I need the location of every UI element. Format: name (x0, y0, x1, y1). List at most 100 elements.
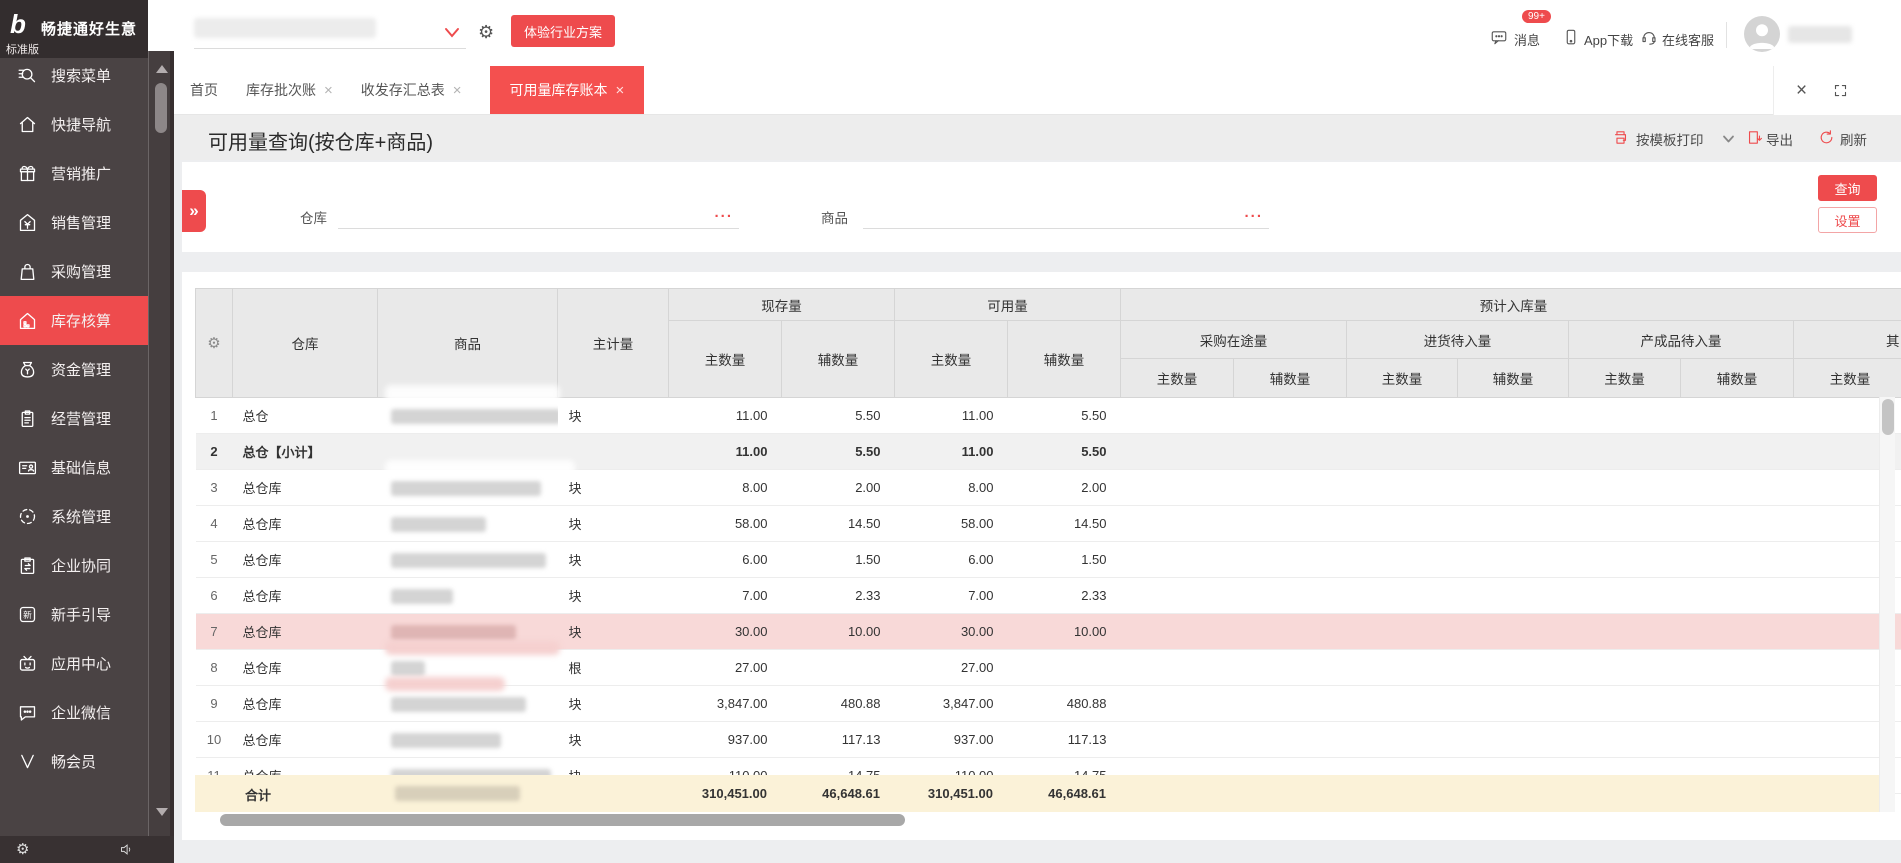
logo-block: b 畅捷通好生意 标准版 (0, 0, 148, 58)
tab-收发存汇总表[interactable]: 收发存汇总表 × (361, 66, 462, 114)
group-expected-in: 预计入库量 (1119, 288, 1901, 321)
tab-label: 首页 (190, 82, 218, 98)
tab-close-icon[interactable]: × (615, 81, 625, 99)
vertical-scrollbar-thumb[interactable] (1882, 399, 1894, 435)
tab-bar: 首页 库存批次账 × 收发存汇总表 × 可用量库存账本 × × (174, 66, 1901, 115)
gear-icon[interactable]: ⚙ (478, 22, 495, 42)
export-icon[interactable] (1746, 129, 1763, 146)
tab-label: 库存批次账 (246, 82, 316, 98)
sidebar-item-search[interactable]: 搜索菜单 (0, 51, 148, 100)
settings-gear-icon[interactable]: ⚙ (16, 841, 30, 858)
sidebar-item-wechat[interactable]: 企业微信 (0, 688, 148, 737)
sidebar-scrollbar-thumb[interactable] (155, 83, 167, 133)
headset-icon[interactable] (1640, 28, 1658, 46)
sidebar-item-purchase[interactable]: 采购管理 (0, 247, 148, 296)
qty-cell: 937.00 (894, 721, 1008, 758)
newbie-icon: 新 (17, 604, 38, 625)
tab-close-icon[interactable]: × (452, 81, 462, 99)
row-index: 8 (195, 649, 233, 686)
sidebar-item-sales[interactable]: 销售管理 (0, 198, 148, 247)
sidebar-item-newbie[interactable]: 新 新手引导 (0, 590, 148, 639)
export-button[interactable]: 导出 (1766, 133, 1793, 148)
redacted-text (390, 624, 516, 640)
scroll-up-icon[interactable] (156, 65, 168, 73)
sidebar-item-operation[interactable]: 经营管理 (0, 394, 148, 443)
redacted-text (390, 588, 453, 604)
table-row[interactable]: 8 总仓库根 27.00 27.00 (195, 649, 1901, 686)
scroll-down-icon[interactable] (156, 808, 168, 816)
chevron-down-icon[interactable] (444, 26, 460, 40)
printer-icon[interactable] (1612, 129, 1629, 146)
phone-icon[interactable] (1562, 28, 1580, 46)
fullscreen-icon[interactable] (1833, 83, 1848, 98)
sidebar-item-system[interactable]: 系统管理 (0, 492, 148, 541)
expand-panel-button[interactable]: » (182, 190, 206, 232)
vertical-scrollbar[interactable] (1879, 397, 1895, 812)
qty-cell: 58.00 (894, 505, 1008, 542)
sidebar-item-nav[interactable]: 快捷导航 (0, 100, 148, 149)
group-purchase-transit: 采购在途量 (1120, 320, 1347, 359)
app-download-label[interactable]: App下载 (1584, 33, 1634, 48)
warehouse-filter-input[interactable]: ... (338, 202, 739, 229)
warehouse-cell: 总仓库 (232, 685, 378, 722)
table-row[interactable]: 1 总仓块 11.00 5.50 11.00 5.50 (195, 397, 1901, 434)
sidebar-item-member[interactable]: 畅会员 (0, 737, 148, 786)
print-by-template-button[interactable]: 按模板打印 (1636, 133, 1704, 148)
empty-cell (1346, 541, 1458, 578)
tab-close-icon[interactable]: × (324, 81, 333, 99)
redacted-text (390, 516, 486, 532)
message-icon[interactable] (1490, 28, 1508, 46)
refresh-button[interactable]: 刷新 (1840, 133, 1867, 148)
speaker-icon[interactable] (119, 842, 134, 857)
availability-table: ⚙ 仓库 商品 主计量 现存量 可用量 预计入库量 主数量 辅数量 主数量 辅数… (195, 288, 1901, 794)
table-row[interactable]: 6 总仓库块 7.00 2.33 7.00 2.33 (195, 577, 1901, 614)
messages-label[interactable]: 消息 (1514, 33, 1541, 48)
sidebar-item-label: 资金管理 (51, 362, 112, 379)
close-icon[interactable]: × (1796, 80, 1808, 101)
tab-库存批次账[interactable]: 库存批次账 × (246, 66, 333, 114)
table-row[interactable]: 4 总仓库块 58.00 14.50 58.00 14.50 (195, 505, 1901, 542)
trial-plan-button[interactable]: 体验行业方案 (511, 15, 615, 47)
online-service-label[interactable]: 在线客服 (1662, 33, 1715, 48)
horizontal-scrollbar-thumb[interactable] (220, 814, 905, 826)
sidebar-item-appcenter[interactable]: 应用中心 (0, 639, 148, 688)
tab-可用量库存账本[interactable]: 可用量库存账本 × (489, 66, 645, 114)
column-settings-gear-icon[interactable]: ⚙ (195, 288, 233, 398)
company-dropdown[interactable] (194, 48, 466, 49)
empty-cell (1233, 433, 1347, 470)
table-row[interactable]: 5 总仓库块 6.00 1.50 6.00 1.50 (195, 541, 1901, 578)
tab-首页[interactable]: 首页 (190, 66, 218, 114)
table-row[interactable]: 10 总仓库块 937.00 117.13 937.00 117.13 (195, 721, 1901, 758)
group-other-clipped: 其 (1792, 320, 1901, 359)
empty-cell (1120, 433, 1234, 470)
col-product: 商品 (377, 288, 558, 398)
sidebar-scrollbar[interactable] (148, 51, 174, 836)
sales-icon (17, 212, 38, 233)
query-button[interactable]: 查询 (1818, 175, 1877, 201)
sidebar-item-collab[interactable]: 企业协同 (0, 541, 148, 590)
chevron-down-icon[interactable] (1722, 134, 1735, 145)
company-name-redacted (194, 18, 376, 38)
settings-button[interactable]: 设置 (1818, 207, 1877, 233)
empty-cell (1233, 685, 1347, 722)
total-qty-cell: 310,451.00 (927, 786, 993, 801)
empty-cell (1346, 721, 1458, 758)
sidebar-item-funds[interactable]: 资金管理 (0, 345, 148, 394)
refresh-icon[interactable] (1818, 129, 1835, 146)
qty-cell: 6.00 (668, 541, 782, 578)
total-label: 合计 (245, 788, 272, 803)
empty-cell (1457, 505, 1569, 542)
empty-cell (1680, 613, 1794, 650)
sidebar-item-promo[interactable]: 营销推广 (0, 149, 148, 198)
product-filter-input[interactable]: ... (863, 202, 1269, 229)
product-picker-ellipsis[interactable]: ... (1244, 204, 1263, 221)
product-filter-label: 商品 (821, 211, 848, 226)
row-index: 9 (195, 685, 233, 722)
sidebar-item-baseinfo[interactable]: 基础信息 (0, 443, 148, 492)
avatar[interactable] (1744, 16, 1780, 52)
group-finished-pending: 产成品待入量 (1568, 320, 1794, 359)
sidebar-item-inventory[interactable]: 库存核算 (0, 296, 150, 345)
warehouse-picker-ellipsis[interactable]: ... (714, 204, 733, 221)
sidebar-item-label: 采购管理 (51, 264, 112, 281)
qty-cell: 14.50 (1007, 505, 1121, 542)
